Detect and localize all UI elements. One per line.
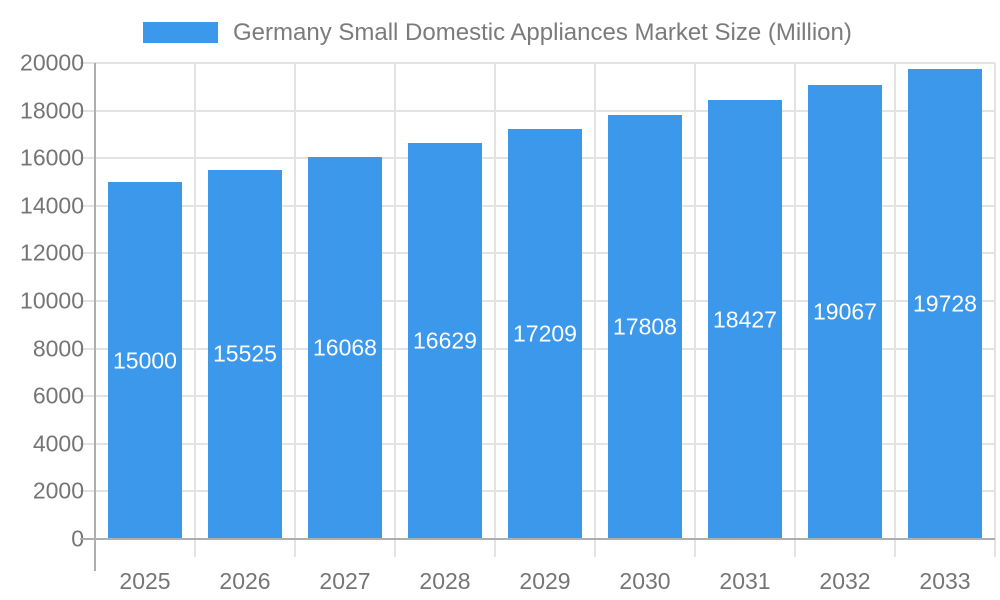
x-tick-label: 2033: [919, 568, 971, 594]
bar[interactable]: [308, 156, 382, 539]
y-tick-label: 2000: [32, 477, 84, 504]
x-tick-label: 2032: [819, 568, 871, 594]
bar[interactable]: [608, 115, 682, 539]
x-tick-label: 2027: [319, 568, 371, 594]
v-gridline: [694, 63, 696, 557]
v-gridline: [494, 63, 496, 557]
bar[interactable]: [508, 129, 582, 539]
v-gridline: [894, 63, 896, 557]
y-tick-label: 12000: [20, 239, 84, 266]
x-tick-label: 2026: [219, 568, 271, 594]
bar[interactable]: [708, 100, 782, 539]
y-tick-label: 4000: [32, 430, 84, 457]
bar[interactable]: [808, 85, 882, 539]
h-gridline: [80, 62, 995, 64]
v-gridline: [594, 63, 596, 557]
y-tick-label: 0: [71, 525, 84, 552]
x-tick-label: 2030: [619, 568, 671, 594]
x-tick-label: 2025: [119, 568, 171, 594]
bar[interactable]: [208, 169, 282, 539]
x-tick-label: 2029: [519, 568, 571, 594]
bar[interactable]: [408, 143, 482, 539]
bar[interactable]: [908, 69, 982, 539]
y-axis-line: [94, 63, 96, 571]
bar[interactable]: [108, 182, 182, 539]
legend-swatch-icon: [143, 22, 218, 43]
y-tick-label: 18000: [20, 97, 84, 124]
y-tick-label: 6000: [32, 382, 84, 409]
x-tick-label: 2028: [419, 568, 471, 594]
v-gridline: [794, 63, 796, 557]
plot-area: 0 2000 4000 6000 8000 10000 12000 14000 16000 180…: [20, 50, 996, 594]
x-tick-label: 2031: [719, 568, 771, 594]
y-tick-label: 20000: [20, 49, 84, 76]
y-tick-label: 10000: [20, 287, 84, 314]
y-tick-label: 16000: [20, 144, 84, 171]
v-gridline: [294, 63, 296, 557]
y-tick-label: 8000: [32, 335, 84, 362]
legend-item[interactable]: Germany Small Domestic Appliances Market…: [143, 19, 852, 46]
v-gridline: [194, 63, 196, 557]
legend-label: Germany Small Domestic Appliances Market…: [233, 19, 852, 46]
v-gridline: [394, 63, 396, 557]
v-gridline: [994, 63, 996, 557]
y-tick-label: 14000: [20, 192, 84, 219]
